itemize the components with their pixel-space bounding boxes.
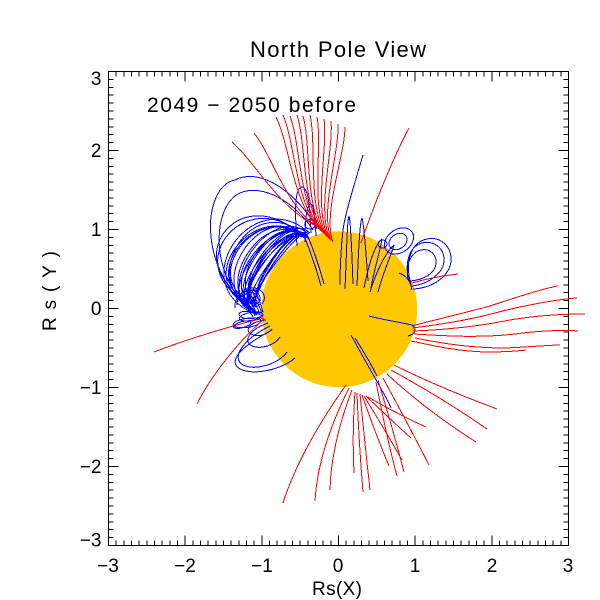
svg-text:2: 2 [91,141,102,162]
svg-text:0: 0 [91,299,102,320]
svg-text:3: 3 [563,556,574,577]
svg-text:−3: −3 [80,531,102,552]
svg-text:1: 1 [410,556,421,577]
svg-text:North Pole View: North Pole View [250,37,426,62]
svg-text:2: 2 [487,556,498,577]
svg-text:1: 1 [91,220,102,241]
svg-text:−2: −2 [174,556,196,577]
svg-text:−3: −3 [97,556,119,577]
svg-text:2049 − 2050 before: 2049 − 2050 before [147,94,356,117]
svg-text:−1: −1 [251,556,273,577]
svg-text:Rs(X): Rs(X) [312,579,362,600]
svg-text:−1: −1 [80,378,102,399]
svg-text:−2: −2 [80,457,102,478]
svg-text:0: 0 [333,556,344,577]
svg-text:3: 3 [91,69,102,90]
